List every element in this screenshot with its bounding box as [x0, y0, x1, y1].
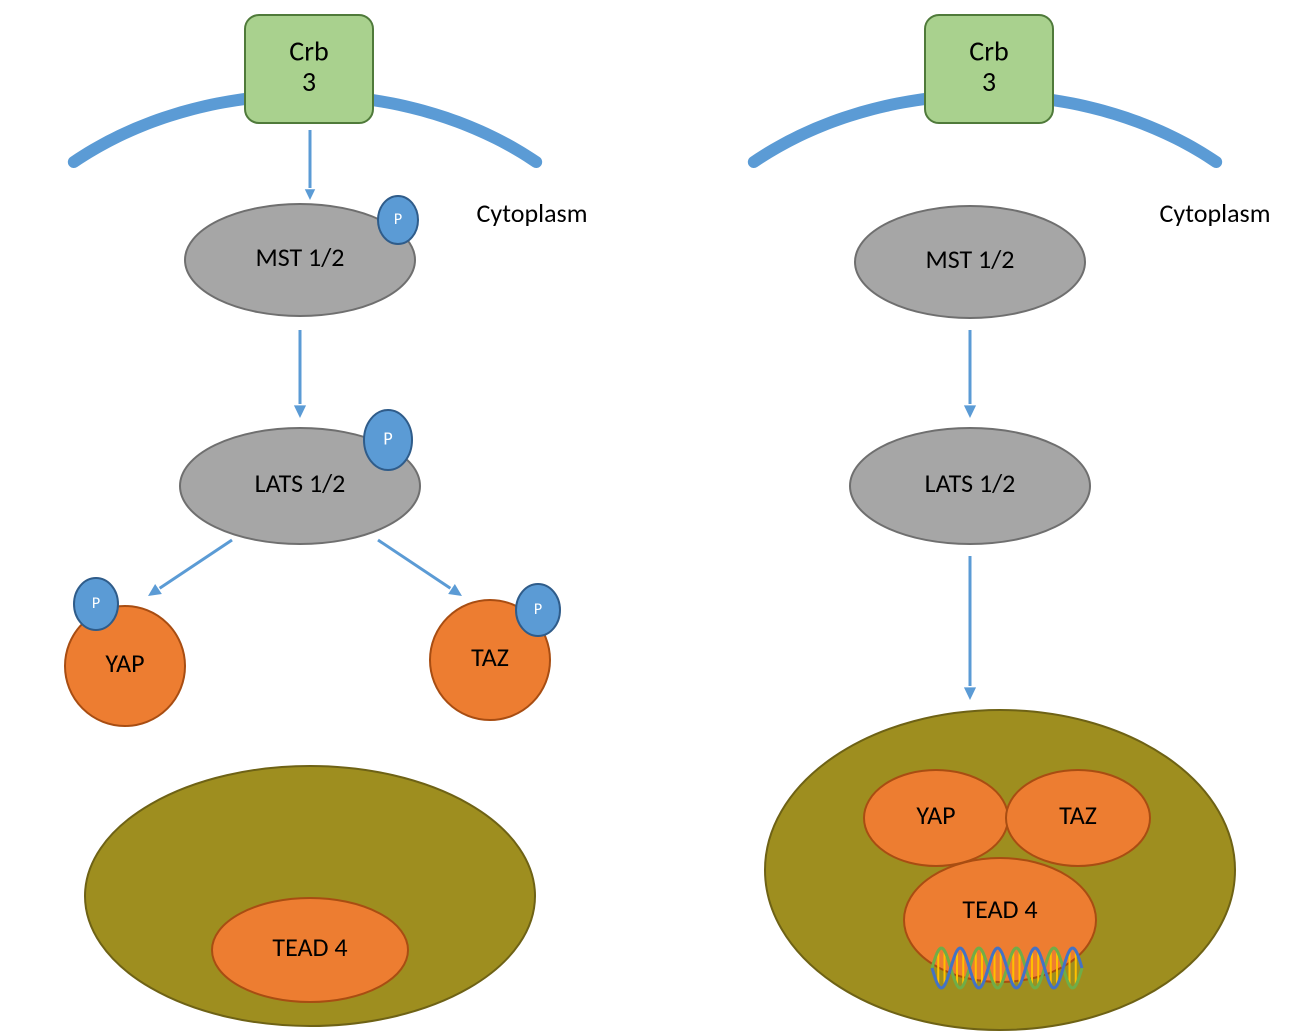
left-cytoplasm-label: Cytoplasm — [477, 197, 588, 229]
right-lats-label: LATS 1/2 — [925, 467, 1016, 499]
svg-text:TEAD 4: TEAD 4 — [272, 931, 347, 963]
svg-text:TAZ: TAZ — [1059, 799, 1097, 831]
left-taz-phospho-label: P — [534, 600, 542, 619]
left-tead-label: TEAD 4 — [272, 931, 347, 963]
right-tead-label: TEAD 4 — [962, 893, 1037, 925]
left-arrow-lats-to-yap — [160, 540, 232, 588]
svg-text:LATS 1/2: LATS 1/2 — [925, 467, 1016, 499]
left-lats-label: LATS 1/2 — [255, 467, 346, 499]
left-arrow-crb-to-mst-head — [305, 189, 315, 200]
right-taz-label: TAZ — [1059, 799, 1097, 831]
left-yap-label: YAP — [105, 647, 144, 679]
svg-text:TEAD 4: TEAD 4 — [962, 893, 1037, 925]
svg-text:MST 1/2: MST 1/2 — [256, 241, 345, 273]
svg-text:Cytoplasm: Cytoplasm — [477, 197, 588, 229]
right-mst-label: MST 1/2 — [926, 243, 1015, 275]
svg-text:3: 3 — [982, 64, 996, 99]
svg-text:Cytoplasm: Cytoplasm — [1160, 197, 1271, 229]
svg-text:P: P — [534, 600, 542, 619]
diagram-canvas: Crb3CytoplasmMST 1/2PLATS 1/2PYAPPTAZPTE… — [0, 0, 1316, 1034]
left-arrow-lats-to-yap-head — [148, 584, 162, 596]
svg-text:P: P — [383, 427, 392, 449]
svg-text:MST 1/2: MST 1/2 — [926, 243, 1015, 275]
right-arrow-mst-to-lats-head — [964, 405, 976, 418]
left-mst-phospho-label: P — [394, 210, 402, 229]
svg-text:P: P — [92, 594, 100, 613]
left-lats-phospho-label: P — [383, 427, 392, 449]
left-arrow-lats-to-taz — [378, 540, 450, 588]
svg-text:P: P — [394, 210, 402, 229]
svg-text:YAP: YAP — [105, 647, 144, 679]
right-yap-label: YAP — [916, 799, 955, 831]
svg-text:LATS 1/2: LATS 1/2 — [255, 467, 346, 499]
left-mst-label: MST 1/2 — [256, 241, 345, 273]
svg-text:3: 3 — [302, 64, 316, 99]
left-arrow-lats-to-taz-head — [448, 584, 462, 596]
left-arrow-mst-to-lats-head — [294, 405, 306, 418]
svg-text:YAP: YAP — [916, 799, 955, 831]
left-yap-phospho-label: P — [92, 594, 100, 613]
right-arrow-lats-to-nucleus-head — [964, 687, 976, 700]
right-cytoplasm-label: Cytoplasm — [1160, 197, 1271, 229]
left-taz-label: TAZ — [471, 641, 509, 673]
svg-text:TAZ: TAZ — [471, 641, 509, 673]
